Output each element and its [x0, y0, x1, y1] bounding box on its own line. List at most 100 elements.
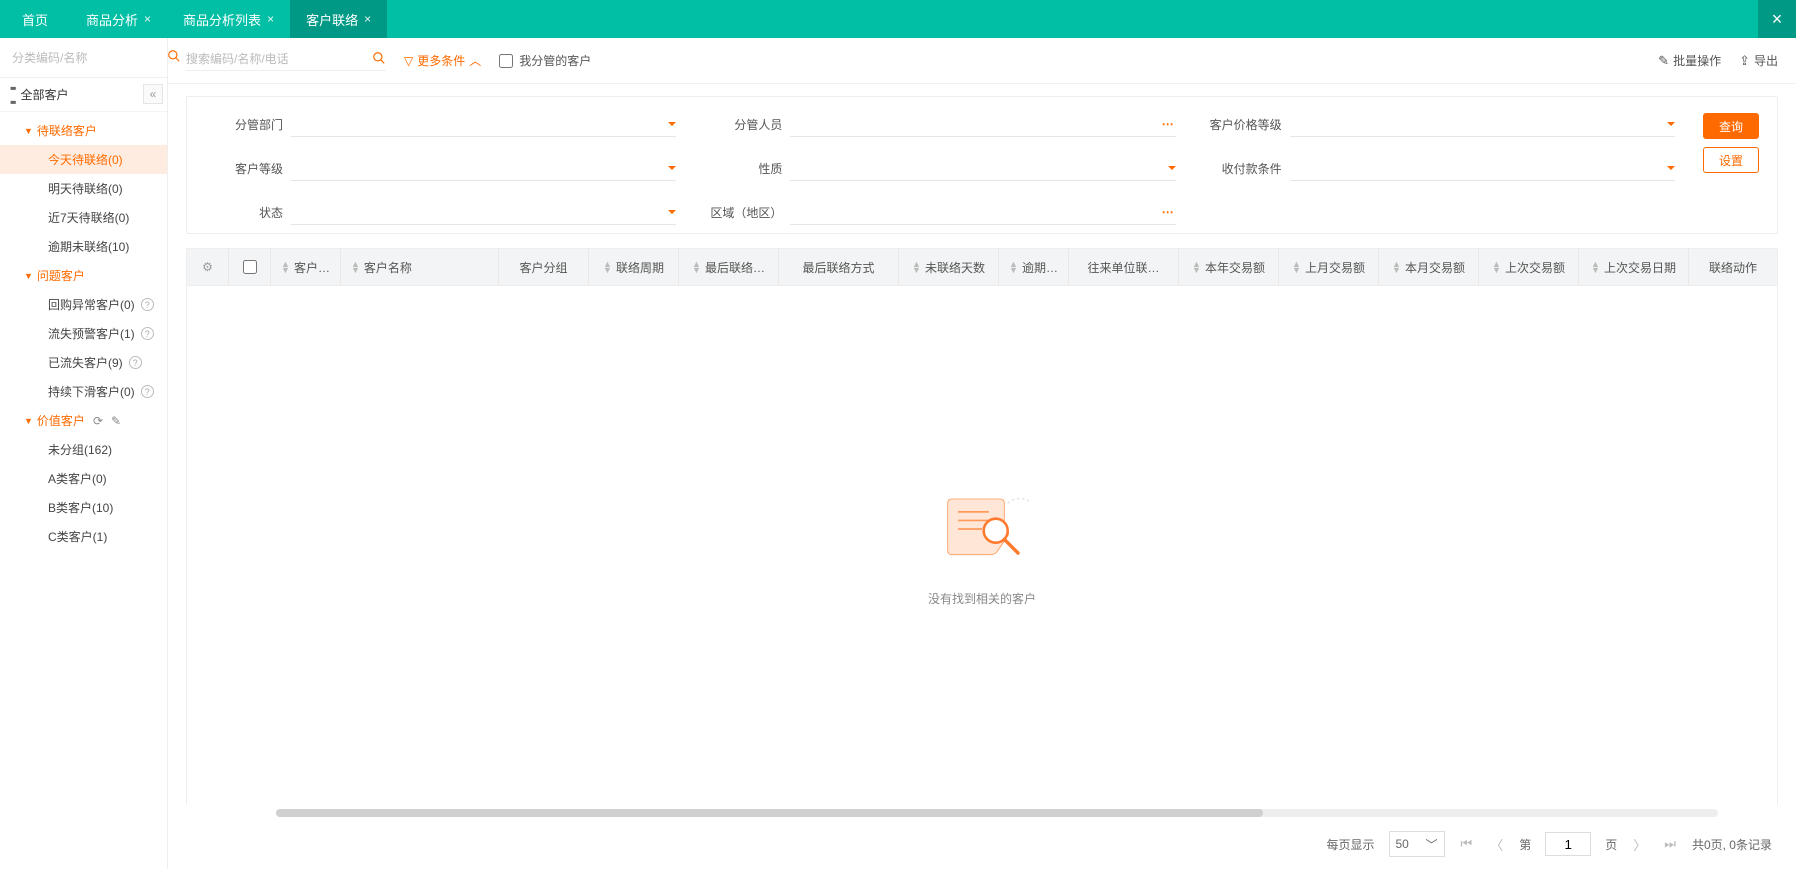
help-icon[interactable]: ? [141, 298, 154, 311]
sidebar-root[interactable]: ▪▪▪▪ 全部客户 « [0, 78, 167, 112]
filter-label: 收付款条件 [1204, 160, 1290, 177]
filter-person-picker[interactable]: ⋯ [790, 111, 1175, 137]
filter-cust-level-select[interactable] [291, 155, 676, 181]
tab-product-analysis-list[interactable]: 商品分析列表 × [167, 0, 290, 38]
sidebar-item-class-a[interactable]: A类客户(0) [0, 464, 167, 493]
sidebar-item-churn-warning[interactable]: 流失预警客户(1)? [0, 319, 167, 348]
sidebar-item-declining[interactable]: 持续下滑客户(0)? [0, 377, 167, 406]
th-last-trade-date[interactable]: ▲▼上次交易日期 [1579, 249, 1689, 285]
th-customer-name[interactable]: ▲▼客户名称 [341, 249, 499, 285]
my-customers-label: 我分管的客户 [519, 52, 591, 69]
tab-label: 商品分析列表 [183, 10, 261, 29]
last-page-button[interactable]: ⏭ [1662, 836, 1678, 852]
scrollbar-thumb[interactable] [276, 809, 1263, 817]
help-icon[interactable]: ? [141, 327, 154, 340]
page-input[interactable] [1545, 832, 1591, 856]
th-days-no-contact[interactable]: ▲▼ 未联络天数 [899, 249, 999, 285]
filter-label: 分管部门 [205, 116, 291, 133]
help-icon[interactable]: ? [141, 385, 154, 398]
filter-payment-select[interactable] [1290, 155, 1675, 181]
tab-label: 商品分析 [86, 10, 138, 29]
table-horizontal-scrollbar[interactable] [186, 809, 1778, 819]
sidebar-item-class-c[interactable]: C类客户(1) [0, 522, 167, 551]
filter-payment: 收付款条件 [1204, 155, 1675, 181]
sidebar-item-today[interactable]: 今天待联络(0) [0, 145, 167, 174]
th-last-contact[interactable]: ▲▼最后联络… [679, 249, 779, 285]
main-search-input[interactable] [186, 52, 364, 66]
sidebar-group-pending[interactable]: ▼待联络客户 [0, 116, 167, 145]
sidebar-item-repurchase-abnormal[interactable]: 回购异常客户(0)? [0, 290, 167, 319]
caret-down-icon: ▼ [24, 271, 33, 281]
settings-button[interactable]: 设置 [1703, 147, 1759, 173]
sidebar-item-churned[interactable]: 已流失客户(9)? [0, 348, 167, 377]
query-button[interactable]: 查询 [1703, 113, 1759, 139]
chevron-down-icon: ﹀ [1425, 836, 1437, 853]
tab-product-analysis[interactable]: 商品分析 × [70, 0, 167, 38]
sidebar-group-value[interactable]: ▼价值客户⟳✎ [0, 406, 167, 435]
my-customers-checkbox[interactable]: 我分管的客户 [499, 52, 591, 69]
th-customer-code[interactable]: ▲▼客户… [271, 249, 341, 285]
th-this-month-amount[interactable]: ▲▼本月交易额 [1379, 249, 1479, 285]
my-customers-input[interactable] [499, 54, 513, 68]
sidebar-item-label: 今天待联络(0) [48, 151, 123, 168]
th-last-month-amount[interactable]: ▲▼上月交易额 [1279, 249, 1379, 285]
sidebar-item-label: 持续下滑客户(0) [48, 383, 135, 400]
column-settings[interactable]: ⚙ [187, 249, 229, 285]
sidebar-item-class-b[interactable]: B类客户(10) [0, 493, 167, 522]
filter-dept-select[interactable] [291, 111, 676, 137]
tab-home[interactable]: 首页 [0, 0, 70, 38]
sidebar-group-label: 问题客户 [37, 267, 85, 284]
sidebar-search-input[interactable] [12, 51, 167, 65]
th-group[interactable]: 客户分组 [499, 249, 589, 285]
filter-status-select[interactable] [291, 199, 676, 225]
th-label: 本月交易额 [1405, 259, 1465, 276]
prev-page-button[interactable]: 〈 [1488, 835, 1505, 854]
th-last-trade-amount[interactable]: ▲▼上次交易额 [1479, 249, 1579, 285]
search-icon[interactable] [167, 49, 181, 66]
close-all-tabs[interactable]: × [1758, 0, 1796, 38]
th-overdue[interactable]: ▲▼逾期… [999, 249, 1069, 285]
more-filters-toggle[interactable]: ▽ 更多条件 ︿ [404, 52, 481, 69]
per-page-label: 每页显示 [1326, 836, 1374, 853]
next-page-button[interactable]: 〉 [1631, 835, 1648, 854]
batch-action-button[interactable]: ✎批量操作 [1658, 52, 1721, 69]
sidebar-item-label: 流失预警客户(1) [48, 325, 135, 342]
first-page-button[interactable]: ⏮ [1459, 836, 1475, 852]
sort-icon: ▲▼ [912, 261, 921, 273]
tab-customer-contact[interactable]: 客户联络× [290, 0, 387, 38]
th-last-method[interactable]: 最后联络方式 [779, 249, 899, 285]
sidebar-item-7days[interactable]: 近7天待联络(0) [0, 203, 167, 232]
sidebar-item-overdue[interactable]: 逾期未联络(10) [0, 232, 167, 261]
sort-icon: ▲▼ [603, 261, 612, 273]
th-year-amount[interactable]: ▲▼本年交易额 [1179, 249, 1279, 285]
select-all[interactable] [229, 249, 271, 285]
sidebar-item-ungrouped[interactable]: 未分组(162) [0, 435, 167, 464]
th-label: 联络周期 [616, 259, 664, 276]
collapse-sidebar-icon[interactable]: « [143, 84, 163, 104]
sort-icon: ▲▼ [1192, 261, 1201, 273]
export-button[interactable]: ⇪导出 [1739, 52, 1778, 69]
th-label: 上次交易额 [1505, 259, 1565, 276]
refresh-icon[interactable]: ⟳ [93, 414, 103, 428]
sidebar-group-problem[interactable]: ▼ 问题客户 [0, 261, 167, 290]
sidebar-group-label: 价值客户 [37, 412, 85, 429]
filter-label: 区域（地区） [704, 204, 790, 221]
th-label: 客户分组 [519, 259, 567, 276]
close-icon[interactable]: × [144, 12, 151, 26]
edit-icon[interactable]: ✎ [111, 414, 121, 428]
th-cycle[interactable]: ▲▼ 联络周期 [589, 249, 679, 285]
filter-cust-level: 客户等级 [205, 155, 676, 181]
select-all-checkbox[interactable] [243, 260, 257, 274]
filter-price-level-select[interactable] [1290, 111, 1675, 137]
search-icon[interactable] [372, 51, 386, 68]
filter-region-picker[interactable]: ⋯ [790, 199, 1175, 225]
th-partner-contact[interactable]: 往来单位联… [1069, 249, 1179, 285]
per-page-select[interactable]: 50﹀ [1389, 831, 1445, 857]
th-label: 未联络天数 [925, 259, 985, 276]
help-icon[interactable]: ? [129, 356, 142, 369]
funnel-icon: ▽ [404, 54, 413, 68]
close-icon[interactable]: × [267, 12, 274, 26]
close-icon[interactable]: × [364, 12, 371, 26]
filter-nature-select[interactable] [790, 155, 1175, 181]
sidebar-item-tomorrow[interactable]: 明天待联络(0) [0, 174, 167, 203]
